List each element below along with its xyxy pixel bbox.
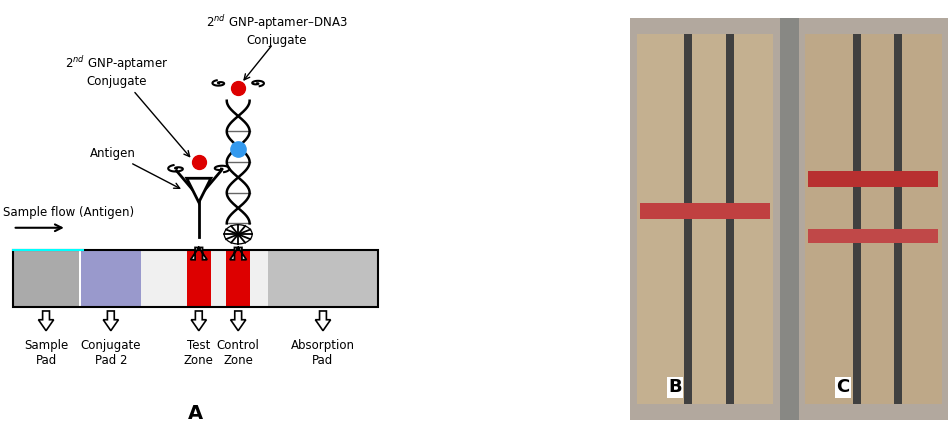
Text: Sample
Pad: Sample Pad xyxy=(24,339,68,367)
Polygon shape xyxy=(187,178,210,202)
Bar xyxy=(227,250,250,307)
Text: C: C xyxy=(836,378,849,396)
Bar xyxy=(141,250,187,307)
Text: 2$^{nd}$ GNP-aptamer–DNA3
Conjugate: 2$^{nd}$ GNP-aptamer–DNA3 Conjugate xyxy=(206,13,347,47)
Bar xyxy=(187,250,210,307)
Text: Conjugate
Pad 2: Conjugate Pad 2 xyxy=(81,339,141,367)
Bar xyxy=(640,203,770,219)
Text: Sample flow (Antigen): Sample flow (Antigen) xyxy=(3,206,135,219)
Text: B: B xyxy=(668,378,682,396)
Polygon shape xyxy=(191,311,207,331)
Polygon shape xyxy=(39,311,54,331)
Polygon shape xyxy=(316,311,331,331)
Bar xyxy=(809,229,939,243)
Bar xyxy=(637,34,774,404)
Bar xyxy=(210,250,227,307)
Polygon shape xyxy=(103,311,118,331)
Bar xyxy=(726,34,734,404)
Bar xyxy=(268,250,378,307)
Bar xyxy=(779,18,799,420)
Bar xyxy=(684,34,692,404)
Text: Absorption
Pad: Absorption Pad xyxy=(291,339,355,367)
Bar xyxy=(81,250,141,307)
Bar xyxy=(853,34,861,404)
Text: Test
Zone: Test Zone xyxy=(184,339,213,367)
Bar xyxy=(805,34,941,404)
Polygon shape xyxy=(191,247,207,260)
Text: 2$^{nd}$ GNP-aptamer
Conjugate: 2$^{nd}$ GNP-aptamer Conjugate xyxy=(64,54,190,156)
Polygon shape xyxy=(230,247,246,260)
Bar xyxy=(809,171,939,187)
Bar xyxy=(12,250,378,307)
Text: A: A xyxy=(188,404,203,423)
Bar xyxy=(894,34,902,404)
Polygon shape xyxy=(230,311,246,331)
Bar xyxy=(250,250,268,307)
Text: Antigen: Antigen xyxy=(89,147,180,188)
Text: Control
Zone: Control Zone xyxy=(217,339,260,367)
Bar xyxy=(12,250,80,307)
